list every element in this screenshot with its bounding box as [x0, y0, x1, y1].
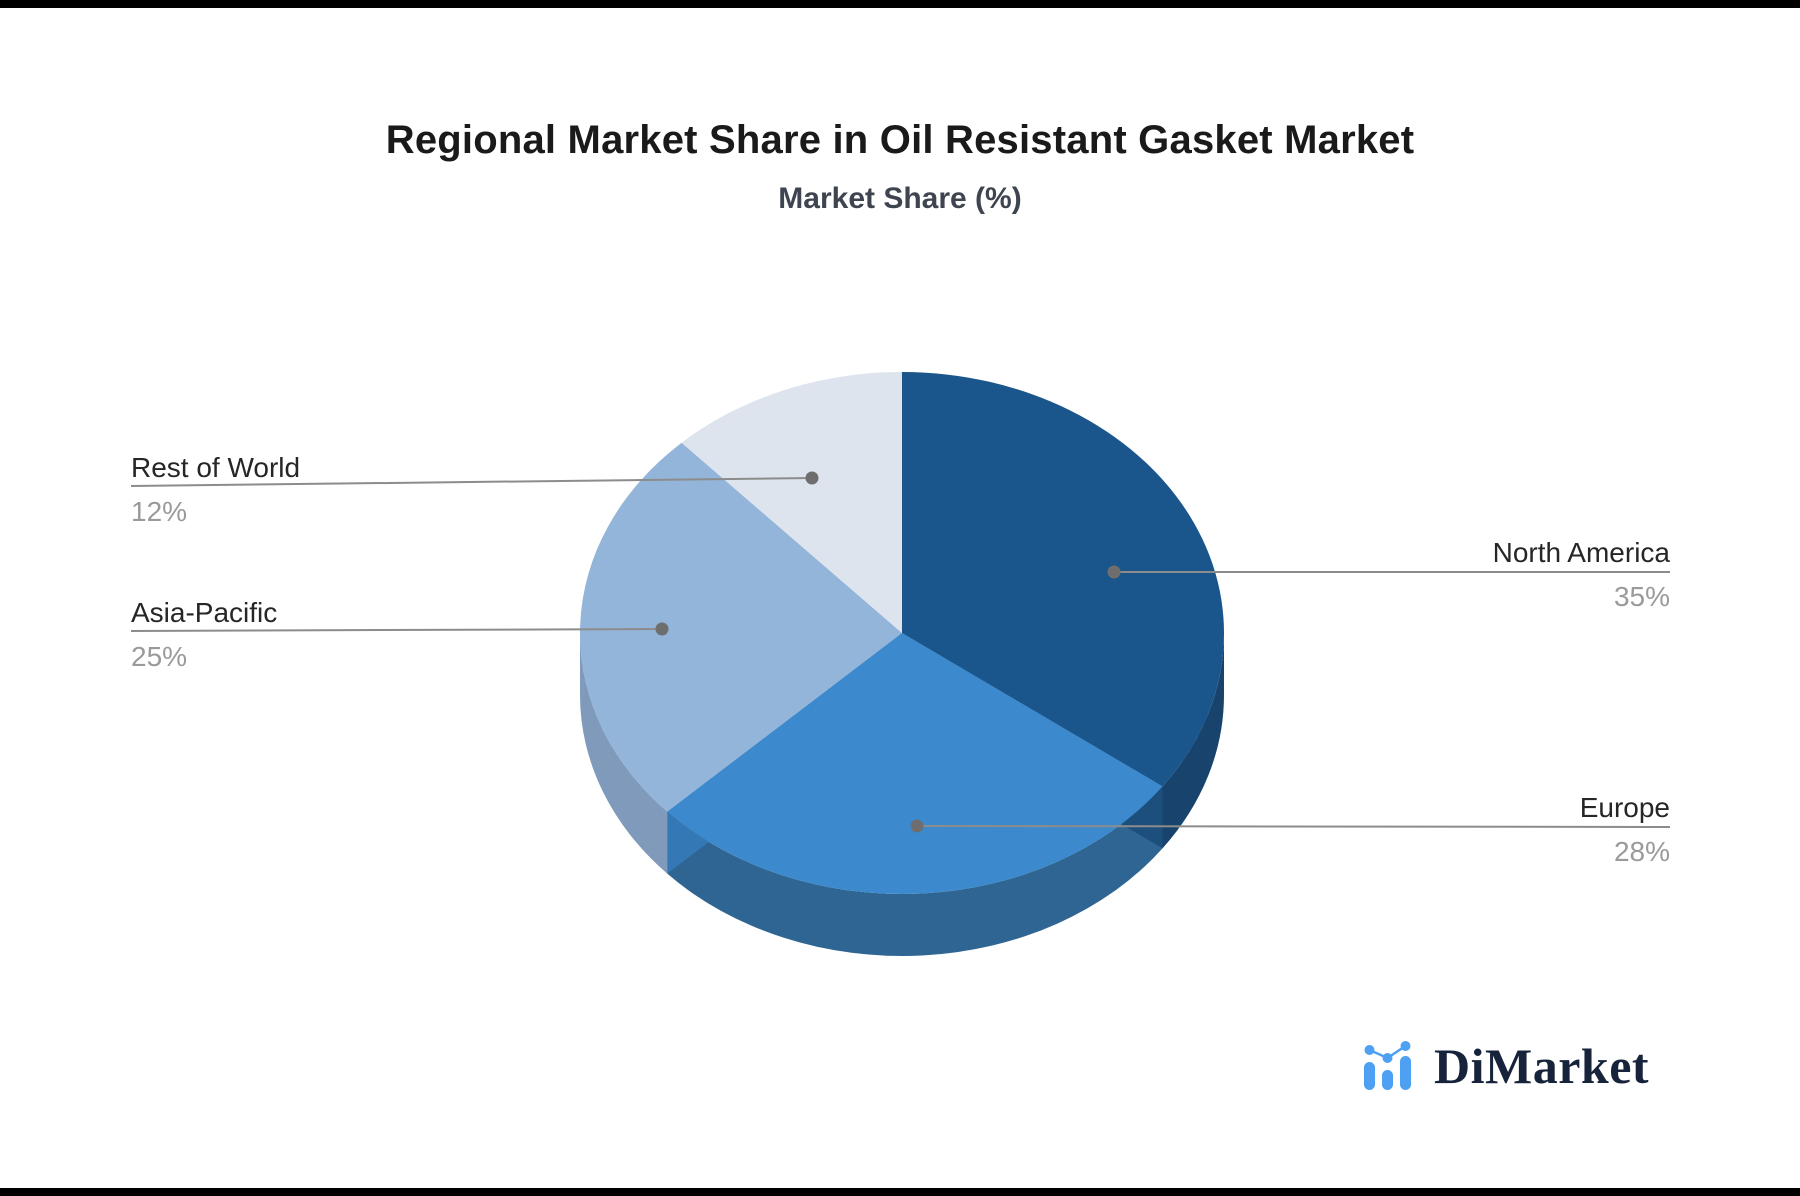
- slice-value: 28%: [1613, 836, 1670, 867]
- callout-dot: [655, 622, 669, 636]
- pie-slice-asia-pacific: [580, 442, 902, 812]
- callout-line: [130, 477, 813, 487]
- pie-slice-rest-of-world: [681, 372, 902, 633]
- slice-label: Asia-Pacific: [131, 597, 278, 628]
- pie-rim-asia-pacific: [580, 633, 668, 874]
- slice-value: 25%: [131, 641, 188, 672]
- slice-value: 35%: [1613, 581, 1670, 612]
- letterbox-top: [0, 0, 1800, 8]
- chart-title: Regional Market Share in Oil Resistant G…: [385, 118, 1415, 162]
- slice-label: Rest of World: [131, 452, 301, 483]
- pie-rim-north-america: [1162, 633, 1224, 849]
- slice-label: North America: [1492, 537, 1670, 568]
- slice-value: 12%: [131, 496, 188, 527]
- slice-label: Europe: [1579, 792, 1670, 823]
- pie-slice-north-america: [902, 372, 1224, 787]
- callout-dot: [910, 819, 924, 833]
- letterbox-bottom: [0, 1188, 1800, 1196]
- callout-asia-pacific: Asia-Pacific 25%: [131, 596, 277, 674]
- callout-rest-of-world: Rest of World 12%: [131, 451, 300, 529]
- dimarket-logo: DiMarket: [1362, 1040, 1649, 1092]
- chart-subtitle: Market Share (%): [778, 182, 1022, 215]
- logo-wordmark: DiMarket: [1434, 1038, 1650, 1094]
- callout-dot: [1107, 565, 1121, 579]
- callout-line: [916, 825, 1671, 828]
- callout-north-america: North America 35%: [1493, 536, 1670, 614]
- callout-europe: Europe 28%: [1580, 791, 1670, 869]
- bar-line-chart-icon: [1364, 1041, 1411, 1090]
- pie-slice-europe: [667, 633, 1163, 894]
- callout-line: [130, 628, 663, 632]
- pie-rim-europe: [667, 786, 1163, 956]
- callout-dot: [805, 471, 819, 485]
